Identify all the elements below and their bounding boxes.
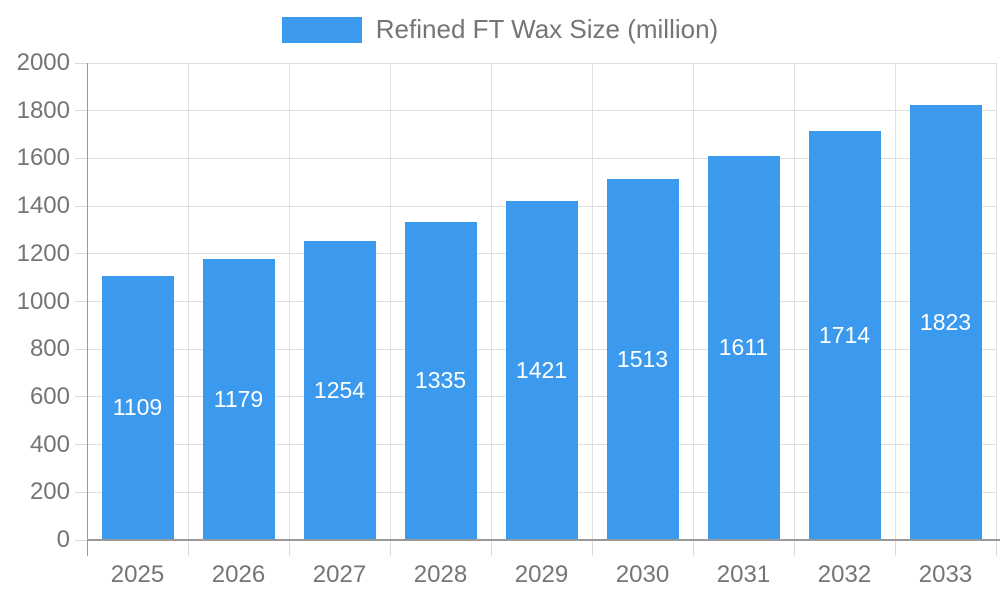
x-axis-label: 2028 — [413, 561, 468, 588]
bar-2031[interactable]: 1611 — [707, 155, 780, 540]
bar-2028[interactable]: 1335 — [404, 221, 477, 540]
bar-value-label: 1109 — [112, 394, 163, 421]
legend-item[interactable]: Refined FT Wax Size (million) — [0, 14, 1000, 45]
bar-2030[interactable]: 1513 — [606, 179, 679, 540]
x-axis-line — [87, 539, 1000, 541]
x-axis-tick — [187, 540, 189, 556]
gridline-vertical — [591, 63, 593, 540]
gridline-vertical — [995, 63, 997, 540]
y-axis-tick — [75, 491, 87, 493]
gridline-vertical — [288, 63, 290, 540]
y-axis-tick — [75, 444, 87, 446]
y-axis-label: 1200 — [16, 239, 70, 267]
gridline-vertical — [187, 63, 189, 540]
x-axis-label: 2033 — [918, 561, 973, 588]
gridline-horizontal — [87, 110, 996, 112]
x-axis-label: 2027 — [312, 561, 367, 588]
y-axis-label: 600 — [29, 382, 70, 410]
gridline-horizontal — [87, 62, 996, 64]
y-axis-tick — [75, 539, 87, 541]
y-axis-tick — [75, 62, 87, 64]
y-axis-label: 1000 — [16, 287, 70, 315]
y-axis-tick — [75, 301, 87, 302]
gridline-vertical — [793, 63, 795, 540]
y-axis-label: 2000 — [16, 49, 70, 76]
bar-2026[interactable]: 1179 — [202, 258, 275, 540]
x-axis-label: 2025 — [110, 561, 165, 588]
bar-value-label: 1254 — [313, 376, 366, 403]
gridline-vertical — [490, 63, 492, 540]
x-axis-label: 2030 — [615, 561, 670, 588]
y-axis-tick — [75, 396, 87, 398]
gridline-horizontal — [87, 157, 996, 159]
gridline-vertical — [692, 63, 694, 540]
y-axis-tick — [75, 110, 87, 112]
gridline-vertical — [389, 63, 391, 540]
legend-label: Refined FT Wax Size (million) — [375, 14, 719, 44]
bar-2033[interactable]: 1823 — [909, 105, 982, 540]
gridline-vertical — [894, 63, 896, 540]
y-axis-tick — [75, 205, 87, 207]
x-axis-tick — [894, 540, 896, 556]
bar-2029[interactable]: 1421 — [505, 201, 578, 540]
y-axis-tick — [75, 157, 87, 159]
x-axis-tick — [591, 540, 593, 556]
x-axis-tick — [389, 540, 391, 556]
y-axis-label: 1600 — [16, 144, 70, 172]
x-axis-label: 2031 — [716, 561, 771, 588]
y-axis-label: 1800 — [16, 96, 70, 124]
bar-2032[interactable]: 1714 — [808, 131, 881, 540]
x-axis-label: 2026 — [211, 561, 266, 588]
y-axis-tick — [75, 253, 87, 255]
legend-swatch — [281, 16, 362, 43]
bar-value-label: 1513 — [616, 346, 669, 373]
x-axis-tick — [995, 540, 997, 556]
bar-value-label: 1421 — [515, 357, 568, 384]
bar-2027[interactable]: 1254 — [303, 240, 376, 540]
y-axis-label: 800 — [29, 335, 70, 363]
x-axis-tick — [490, 540, 492, 556]
bar-value-label: 1714 — [818, 322, 871, 349]
x-axis-label: 2032 — [817, 561, 872, 588]
x-axis-tick — [793, 540, 795, 556]
y-axis-label: 200 — [29, 478, 70, 506]
x-axis-label: 2029 — [514, 561, 569, 588]
y-axis-label: 0 — [56, 526, 70, 553]
y-axis-label: 1400 — [16, 192, 70, 220]
bar-value-label: 1335 — [414, 367, 467, 394]
y-axis-line — [87, 63, 88, 556]
bar-value-label: 1611 — [718, 334, 769, 361]
bar-value-label: 1823 — [919, 309, 972, 336]
y-axis-tick — [75, 348, 87, 350]
bar-2025[interactable]: 1109 — [101, 275, 174, 540]
bar-value-label: 1179 — [213, 385, 264, 412]
y-axis-label: 400 — [29, 430, 70, 458]
x-axis-tick — [288, 540, 290, 556]
x-axis-tick — [692, 540, 694, 556]
